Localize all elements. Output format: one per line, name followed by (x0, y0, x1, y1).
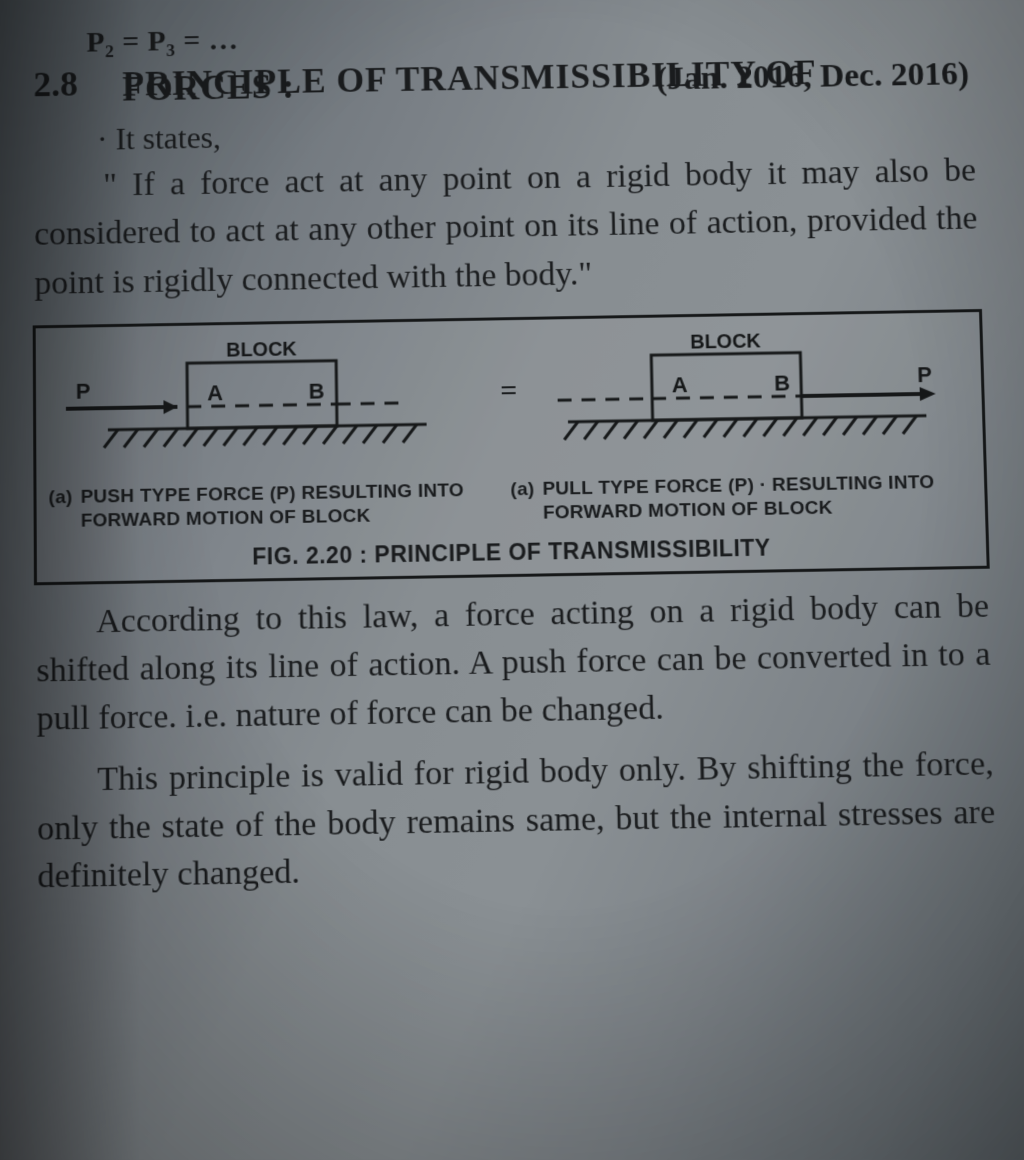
dashed-right-left (337, 403, 407, 404)
caption-a-tag: (a) (48, 486, 72, 534)
p-label-right: P (916, 362, 931, 387)
caption-b-tag: (a) (510, 478, 535, 526)
force-arrow-left (163, 400, 177, 414)
diagram-row: BLOCK P A B (48, 324, 972, 478)
a-label-right: A (671, 372, 688, 397)
quote-text: " If a force act at any point on a rigid… (34, 152, 978, 301)
force-arrow-right (919, 387, 935, 401)
figure-title: FIG. 2.20 : PRINCIPLE OF TRANSMISSIBILIT… (49, 531, 975, 574)
caption-b-text: PULL TYPE FORCE (P) · RESULTING INTO FOR… (542, 470, 973, 525)
force-shaft-left (66, 407, 177, 409)
block-label-right: BLOCK (690, 330, 762, 353)
para1-text: According to this law, a force acting on… (36, 588, 991, 737)
pull-svg: BLOCK P A B (526, 324, 957, 470)
force-shaft-right (801, 394, 923, 396)
paragraph-2: This principle is valid for rigid body o… (31, 740, 1003, 901)
paragraph-1: According to this law, a force acting on… (30, 583, 998, 743)
caption-a-text: PUSH TYPE FORCE (P) RESULTING INTO FORWA… (80, 478, 511, 533)
figure-captions: (a) PUSH TYPE FORCE (P) RESULTING INTO F… (48, 470, 973, 533)
figure-box: BLOCK P A B (33, 309, 990, 586)
principle-quote: " If a force act at any point on a rigid… (28, 146, 985, 307)
p-label-left: P (76, 378, 91, 403)
diagram-pull: BLOCK P A B (526, 324, 971, 470)
para2-text: This principle is valid for rigid body o… (37, 745, 996, 895)
b-label-left: B (309, 378, 325, 403)
a-label-left: A (207, 380, 223, 405)
dashed-left-right (557, 399, 652, 401)
ground-line-left (108, 424, 427, 430)
section-title-line2: FORCES : (122, 65, 295, 112)
push-svg: BLOCK P A B (48, 333, 468, 479)
textbook-page: P₂ = P₃ = … 2.8 PRINCIPLE OF TRANSMISSIB… (0, 1, 1024, 1160)
block-label-left: BLOCK (226, 338, 298, 361)
diagram-push: BLOCK P A B (48, 332, 492, 478)
b-label-right: B (773, 370, 789, 395)
section-number: 2.8 (27, 63, 122, 105)
equals-sign: = (498, 374, 520, 428)
